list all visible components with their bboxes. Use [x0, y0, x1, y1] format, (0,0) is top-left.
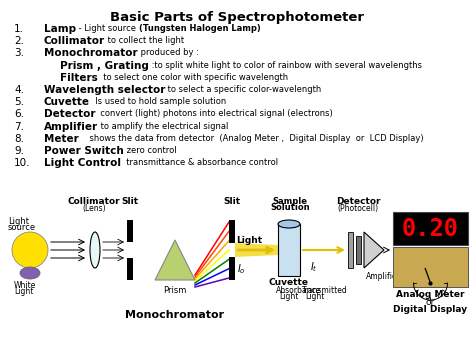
Text: (Lens): (Lens)	[82, 204, 106, 213]
Text: produced by :: produced by :	[137, 48, 199, 58]
Text: $I_o$: $I_o$	[237, 262, 246, 276]
Polygon shape	[235, 243, 278, 257]
Text: Light: Light	[236, 236, 262, 245]
Text: 2.: 2.	[14, 36, 24, 46]
Text: Collimator: Collimator	[68, 197, 120, 206]
Text: Light: Light	[8, 217, 29, 226]
Text: 5.: 5.	[14, 97, 24, 107]
Text: 0.20: 0.20	[402, 217, 459, 240]
Text: - Light source: - Light source	[76, 24, 139, 33]
Bar	[393, 247, 468, 287]
Text: Basic Parts of Spectrophotometer: Basic Parts of Spectrophotometer	[110, 11, 364, 24]
Text: Light: Light	[305, 292, 324, 301]
Bar	[127, 258, 133, 280]
Bar	[127, 220, 133, 242]
Text: Light: Light	[14, 287, 33, 296]
Text: convert (light) photons into electrical signal (electrons): convert (light) photons into electrical …	[95, 109, 333, 119]
Circle shape	[12, 232, 48, 268]
Bar	[356, 236, 361, 264]
Bar	[348, 232, 353, 268]
Text: 4.: 4.	[14, 85, 24, 95]
Text: Solution: Solution	[270, 203, 310, 212]
Bar	[229, 220, 235, 243]
Text: Light Control: Light Control	[44, 158, 121, 168]
Text: Digital Display: Digital Display	[393, 305, 467, 314]
Text: - Light source: - Light source	[76, 24, 139, 33]
Text: source: source	[8, 223, 36, 232]
Text: Slit: Slit	[223, 197, 241, 206]
Text: White: White	[14, 281, 36, 290]
Text: Amplifier: Amplifier	[366, 272, 401, 281]
Text: 7.: 7.	[14, 122, 24, 132]
Text: 1.: 1.	[14, 24, 24, 34]
Text: to collect the light: to collect the light	[105, 36, 184, 45]
Text: to select a specific color-wavelength: to select a specific color-wavelength	[165, 85, 322, 94]
Bar	[393, 212, 468, 245]
Text: Amplifier: Amplifier	[44, 122, 98, 132]
Text: Sample: Sample	[273, 197, 308, 206]
Text: 8.: 8.	[14, 134, 24, 144]
Text: $I_t$: $I_t$	[310, 260, 318, 274]
Text: Is used to hold sample solution: Is used to hold sample solution	[90, 97, 226, 106]
Text: Lamp: Lamp	[44, 24, 76, 34]
Text: shows the data from detector  (Analog Meter ,  Digital Display  or  LCD Display): shows the data from detector (Analog Met…	[79, 134, 423, 143]
Text: Power Switch: Power Switch	[44, 146, 124, 156]
Bar	[278, 224, 300, 276]
Text: Cuvette: Cuvette	[44, 97, 90, 107]
Text: Detector: Detector	[336, 197, 380, 206]
Text: (Photocell): (Photocell)	[337, 204, 379, 213]
Text: Monochromator: Monochromator	[44, 48, 137, 59]
Text: transmittance & absorbance control: transmittance & absorbance control	[121, 158, 278, 167]
Polygon shape	[155, 240, 195, 280]
Text: Prism , Grating: Prism , Grating	[60, 61, 149, 71]
Text: Detector: Detector	[44, 109, 95, 119]
Text: :to split white light to color of rainbow with several wavelengths: :to split white light to color of rainbo…	[149, 61, 422, 70]
Polygon shape	[364, 232, 384, 268]
Text: to select one color with specific wavelength: to select one color with specific wavele…	[98, 73, 288, 82]
Text: Prism: Prism	[164, 286, 187, 295]
Text: Meter: Meter	[44, 134, 79, 144]
Text: Transmitted: Transmitted	[302, 286, 348, 295]
Ellipse shape	[20, 267, 40, 279]
Text: 3.: 3.	[14, 48, 24, 59]
Text: (Tungsten Halogen Lamp): (Tungsten Halogen Lamp)	[139, 24, 261, 33]
Text: Wavelength selector: Wavelength selector	[44, 85, 165, 95]
Text: Filters: Filters	[60, 73, 98, 83]
Text: Analog Meter: Analog Meter	[396, 290, 465, 299]
Text: 10.: 10.	[14, 158, 30, 168]
Text: or: or	[426, 298, 435, 307]
Text: Light: Light	[279, 292, 298, 301]
Text: Monochromator: Monochromator	[126, 310, 225, 320]
Text: Slit: Slit	[121, 197, 138, 206]
Text: 6.: 6.	[14, 109, 24, 119]
Text: zero control: zero control	[124, 146, 176, 155]
Text: Collimator: Collimator	[44, 36, 105, 46]
Ellipse shape	[278, 220, 300, 228]
Bar	[229, 257, 235, 280]
Ellipse shape	[90, 232, 100, 268]
Text: Absorbance: Absorbance	[276, 286, 321, 295]
Text: Cuvette: Cuvette	[269, 278, 309, 287]
Text: to amplify the electrical signal: to amplify the electrical signal	[98, 122, 228, 131]
Text: 9.: 9.	[14, 146, 24, 156]
